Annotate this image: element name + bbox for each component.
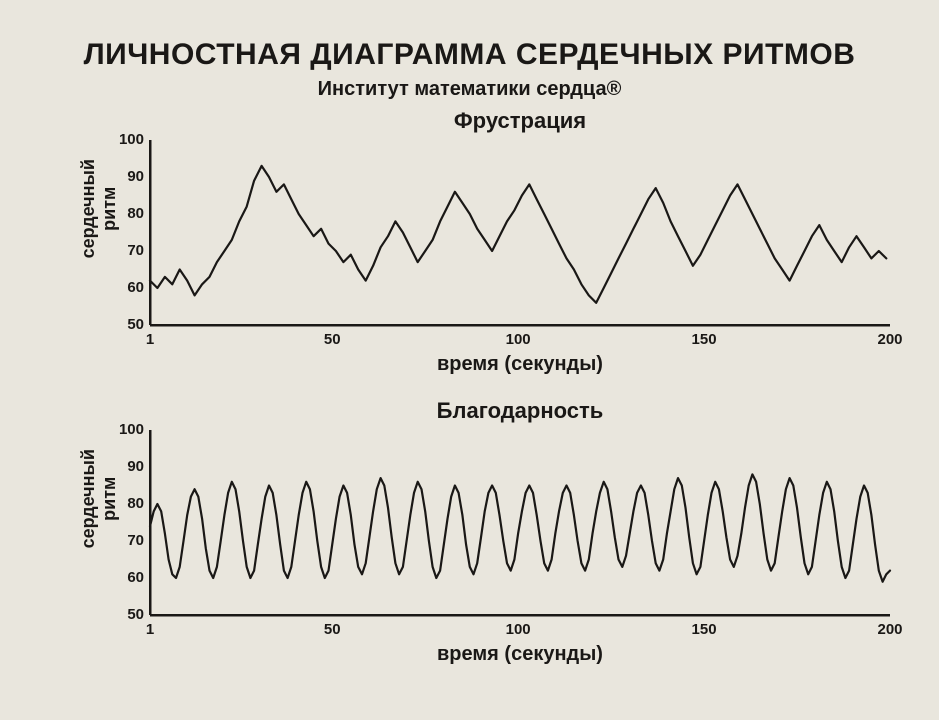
xtick-label: 150: [684, 331, 724, 348]
chart-frustration: [150, 140, 890, 325]
xtick-label: 50: [312, 621, 352, 638]
main-title: ЛИЧНОСТНАЯ ДИАГРАММА СЕРДЕЧНЫХ РИТМОВ: [0, 38, 939, 72]
xtick-label: 150: [684, 621, 724, 638]
chart-gratitude: [150, 430, 890, 615]
xtick-label: 200: [870, 621, 910, 638]
subtitle: Институт математики сердца®: [0, 78, 939, 101]
ytick-label: 90: [110, 458, 144, 475]
xtick-label: 200: [870, 331, 910, 348]
page-container: ЛИЧНОСТНАЯ ДИАГРАММА СЕРДЕЧНЫХ РИТМОВ Ин…: [0, 0, 939, 720]
xtick-label: 1: [130, 621, 170, 638]
ytick-label: 60: [110, 279, 144, 296]
xtick-label: 100: [498, 331, 538, 348]
panel-title-frustration: Фрустрация: [150, 108, 890, 134]
xtick-label: 50: [312, 331, 352, 348]
ytick-label: 90: [110, 168, 144, 185]
ytick-label: 80: [110, 205, 144, 222]
xtick-label: 100: [498, 621, 538, 638]
ytick-label: 100: [110, 421, 144, 438]
ytick-label: 100: [110, 131, 144, 148]
data-series: [150, 474, 890, 581]
ytick-label: 80: [110, 495, 144, 512]
xlabel-frustration: время (секунды): [150, 353, 890, 376]
ytick-label: 70: [110, 242, 144, 259]
panel-title-gratitude: Благодарность: [150, 398, 890, 424]
xtick-label: 1: [130, 331, 170, 348]
xlabel-gratitude: время (секунды): [150, 643, 890, 666]
data-series: [150, 166, 886, 303]
ytick-label: 60: [110, 569, 144, 586]
ytick-label: 70: [110, 532, 144, 549]
